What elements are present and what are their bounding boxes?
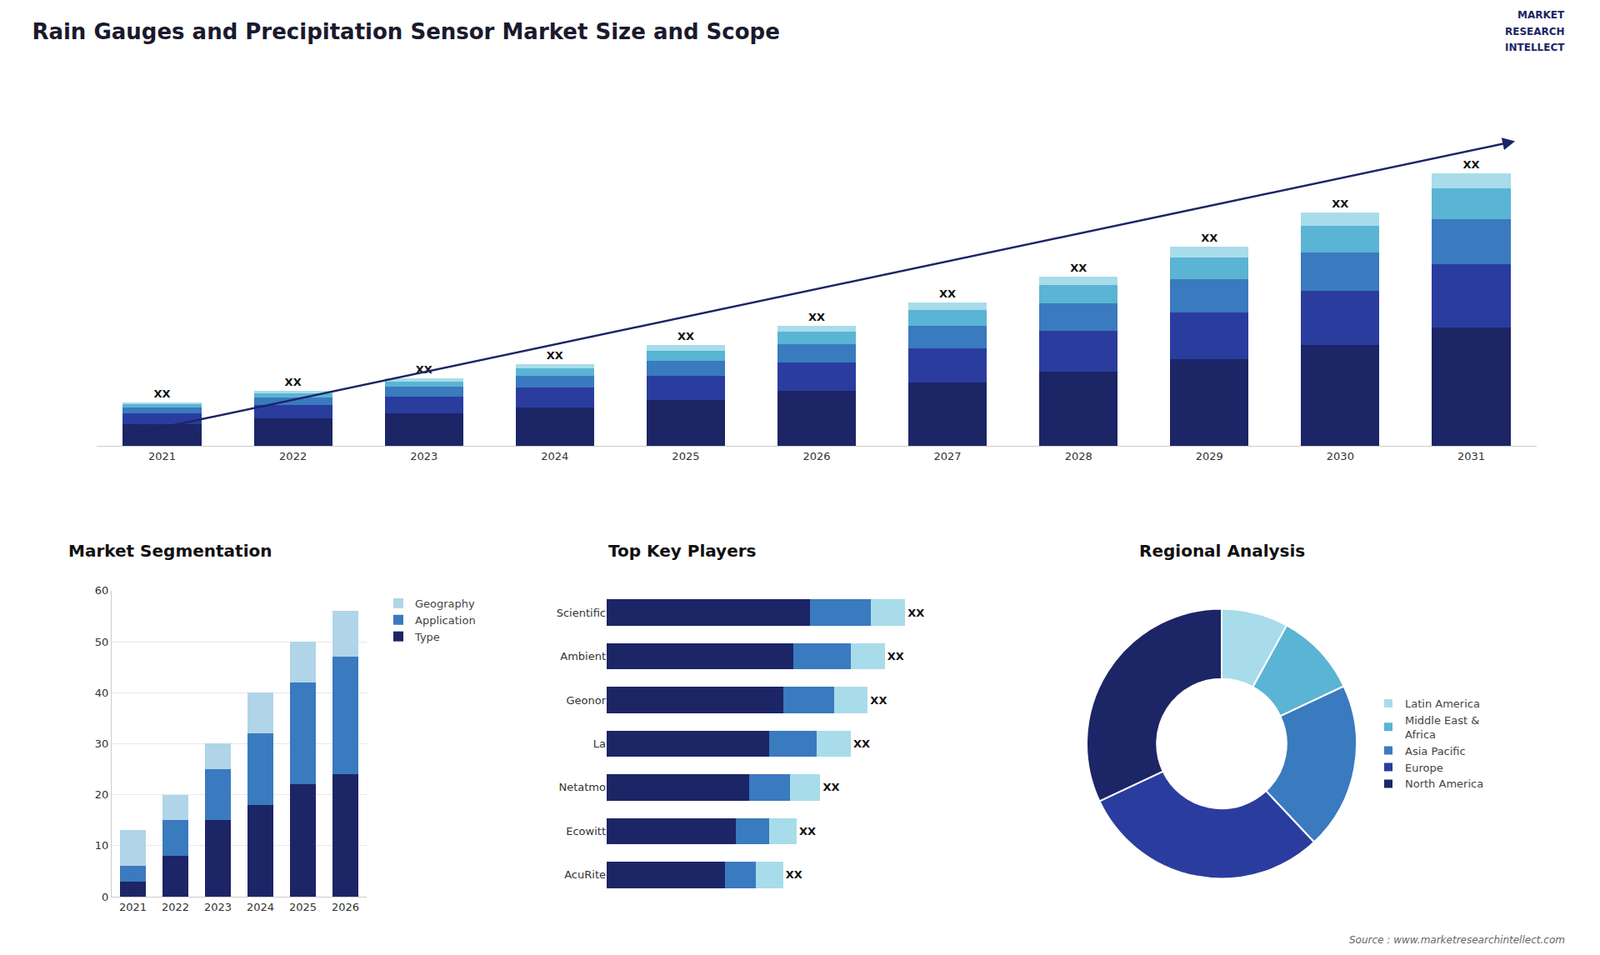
svg-text:Geography: Geography [415, 597, 475, 610]
svg-text:Middle East &Africa: Middle East &Africa [1405, 714, 1480, 741]
svg-text:Latin America: Latin America [1405, 697, 1480, 710]
svg-text:Market Segmentation: Market Segmentation [68, 540, 273, 561]
svg-text:Netatmo: Netatmo [558, 780, 606, 794]
svg-text:2023: 2023 [204, 900, 232, 914]
svg-text:2021: 2021 [119, 900, 147, 914]
svg-text:Application: Application [415, 614, 476, 627]
svg-text:2021: 2021 [148, 450, 176, 463]
svg-text:2026: 2026 [331, 900, 360, 914]
svg-text:MARKET: MARKET [1517, 9, 1565, 21]
svg-text:Rain Gauges and Precipitation: Rain Gauges and Precipitation Sensor Mar… [31, 19, 780, 45]
svg-text:XX: XX [415, 363, 433, 376]
svg-text:2024: 2024 [540, 450, 569, 463]
svg-text:XX: XX [785, 868, 803, 881]
svg-text:RESEARCH: RESEARCH [1505, 25, 1565, 38]
svg-text:XX: XX [822, 780, 840, 794]
svg-text:XX: XX [939, 287, 956, 300]
svg-text:INTELLECT: INTELLECT [1505, 41, 1565, 54]
svg-text:Ambient: Ambient [560, 650, 606, 663]
svg-text:XX: XX [285, 375, 302, 389]
svg-text:XX: XX [1462, 158, 1480, 171]
svg-text:60: 60 [95, 584, 110, 597]
svg-text:XX: XX [887, 650, 905, 663]
svg-text:XX: XX [808, 310, 825, 324]
svg-text:Regional Analysis: Regional Analysis [1139, 540, 1305, 561]
svg-text:2030: 2030 [1326, 450, 1355, 463]
svg-text:XX: XX [799, 825, 816, 838]
svg-text:2023: 2023 [410, 450, 438, 463]
svg-text:Scientific: Scientific [556, 606, 606, 620]
svg-text:2022: 2022 [279, 450, 307, 463]
svg-text:La: La [593, 737, 606, 750]
svg-text:XX: XX [853, 737, 870, 750]
svg-text:Asia Pacific: Asia Pacific [1405, 745, 1466, 758]
svg-text:XX: XX [1331, 197, 1349, 210]
svg-text:Type: Type [414, 630, 440, 644]
svg-text:50: 50 [95, 635, 110, 649]
svg-text:Source : www.marketresearchint: Source : www.marketresearchintellect.com [1349, 934, 1565, 946]
svg-text:0: 0 [101, 890, 109, 904]
svg-text:AcuRite: AcuRite [564, 868, 606, 881]
svg-text:2026: 2026 [802, 450, 830, 463]
svg-text:2025: 2025 [289, 900, 317, 914]
svg-text:Geonor: Geonor [565, 694, 606, 707]
svg-text:2029: 2029 [1195, 450, 1224, 463]
svg-text:XX: XX [907, 606, 925, 620]
svg-text:XX: XX [1070, 261, 1087, 275]
svg-text:2031: 2031 [1457, 450, 1485, 463]
svg-text:Europe: Europe [1405, 761, 1444, 775]
svg-text:XX: XX [677, 330, 695, 343]
svg-text:Top Key Players: Top Key Players [608, 540, 756, 561]
svg-text:XX: XX [154, 387, 171, 400]
svg-text:2028: 2028 [1065, 450, 1093, 463]
svg-text:30: 30 [95, 737, 110, 750]
svg-text:2024: 2024 [246, 900, 275, 914]
svg-text:40: 40 [95, 686, 110, 700]
svg-text:2022: 2022 [161, 900, 190, 914]
svg-text:XX: XX [546, 349, 564, 362]
svg-text:2027: 2027 [934, 450, 962, 463]
svg-text:2025: 2025 [671, 450, 700, 463]
svg-text:10: 10 [95, 839, 110, 852]
svg-text:North America: North America [1405, 777, 1484, 790]
svg-text:XX: XX [1200, 231, 1218, 245]
svg-text:XX: XX [870, 694, 887, 707]
svg-text:20: 20 [95, 788, 110, 801]
svg-text:Ecowitt: Ecowitt [565, 825, 606, 838]
